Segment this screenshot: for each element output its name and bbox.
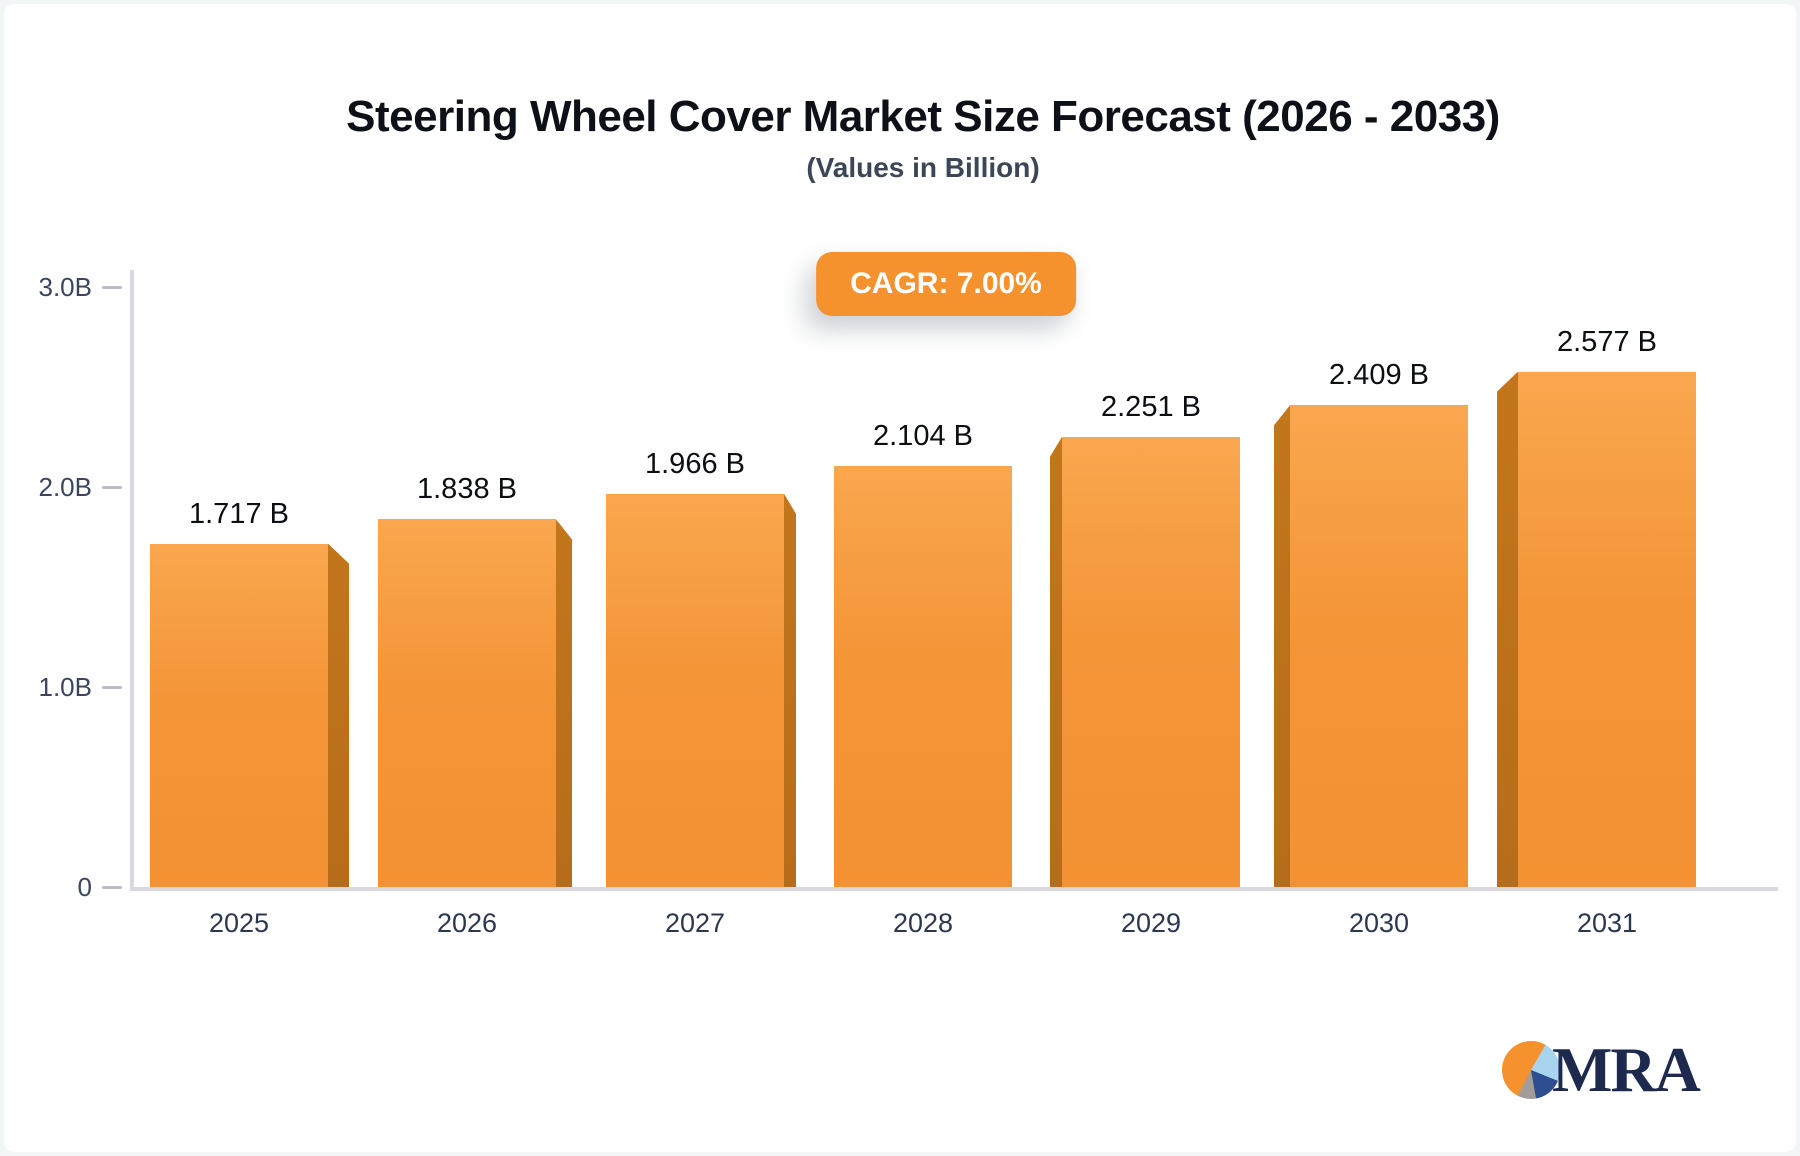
bar-value-label: 1.966 B — [645, 447, 745, 480]
x-axis-label: 2025 — [208, 908, 270, 938]
bar-side-2031 — [1497, 371, 1518, 887]
bar-value-label: 2.409 B — [1329, 359, 1429, 392]
bar-side-2027 — [784, 493, 796, 887]
logo-text: MRA — [1552, 1034, 1701, 1105]
bar-2027 — [606, 493, 784, 887]
bar-value-label: 2.577 B — [1557, 325, 1657, 358]
x-axis-label: 2026 — [436, 908, 498, 938]
chart-title: Steering Wheel Cover Market Size Forecas… — [346, 92, 1500, 141]
pie-chart-icon — [1502, 1041, 1560, 1099]
x-axis-label: 2027 — [664, 908, 726, 938]
chart-subtitle: (Values in Billion) — [806, 152, 1040, 183]
x-axis-label: 2028 — [892, 908, 954, 938]
x-axis-label: 2030 — [1348, 908, 1410, 938]
y-axis-label: 3.0B — [38, 272, 93, 302]
y-axis-tick — [102, 686, 122, 689]
bar-2030 — [1290, 405, 1468, 887]
bar-2026 — [378, 519, 556, 887]
y-axis-label: 1.0B — [38, 672, 93, 702]
x-axis-label: 2031 — [1576, 908, 1638, 938]
y-axis-tick — [102, 486, 122, 489]
bar-value-label: 2.251 B — [1101, 390, 1201, 423]
bar-side-2030 — [1274, 405, 1290, 887]
cagr-badge: CAGR: 7.00% — [816, 252, 1076, 316]
x-axis-line — [130, 887, 1778, 891]
y-axis-label: 0 — [77, 872, 92, 902]
bar-2025 — [150, 543, 328, 887]
bar-value-label: 1.838 B — [417, 473, 517, 506]
plot-area: 0 1.0B 2.0B 3.0B 1.717 B 2025 1.838 B 2026 1.966… — [4, 4, 1796, 1152]
mra-logo: MRA — [1502, 1034, 1701, 1106]
bar-2028 — [834, 466, 1012, 887]
bar-side-2029 — [1050, 436, 1062, 887]
y-axis-tick — [102, 886, 122, 889]
y-axis-line — [130, 270, 134, 891]
bar-side-2025 — [328, 543, 349, 887]
bar-value-label: 1.717 B — [189, 497, 289, 530]
y-axis-label: 2.0B — [38, 472, 93, 502]
chart-card: Steering Wheel Cover Market Size Forecas… — [4, 4, 1796, 1152]
bar-2031 — [1518, 371, 1696, 887]
bar-2029 — [1062, 436, 1240, 887]
x-axis-label: 2029 — [1120, 908, 1182, 938]
bar-value-label: 2.104 B — [873, 420, 973, 453]
y-axis-tick — [102, 286, 122, 289]
bar-side-2026 — [556, 519, 572, 887]
